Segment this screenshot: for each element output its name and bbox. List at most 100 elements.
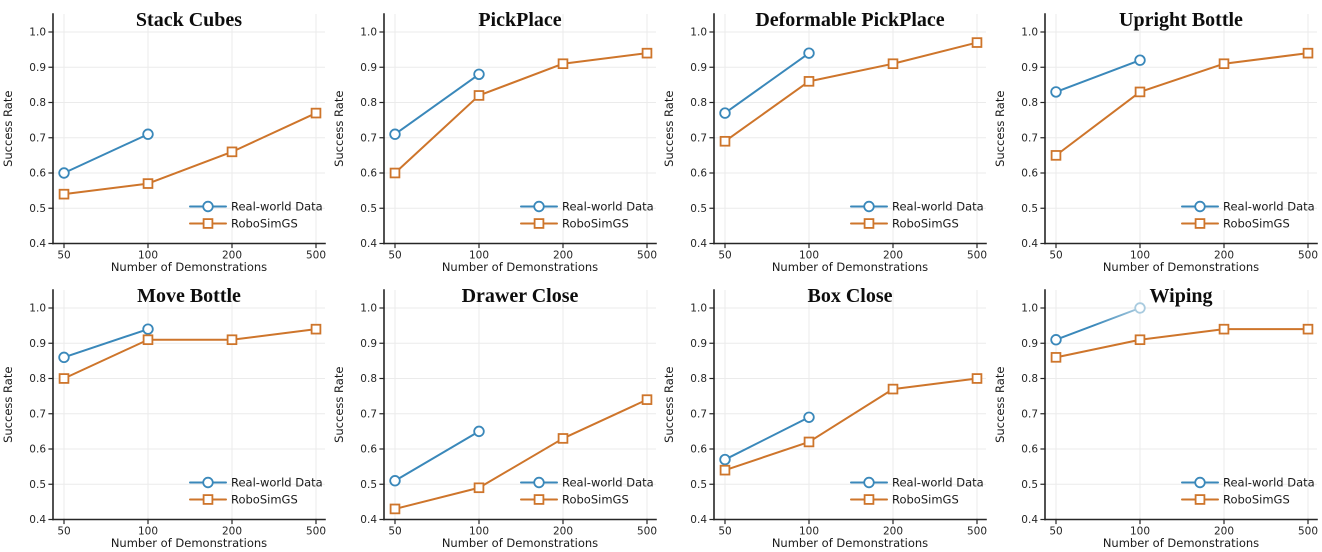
axes-spines (378, 289, 657, 525)
legend-label-real-world-data: Real-world Data (562, 200, 654, 214)
chart-move-bottle: 0.4 0.5 0.6 0.7 0.8 0.9 1.0 50 100 200 500 Success … (0, 276, 331, 552)
chart-svg-pickplace: 0.4 0.5 0.6 0.7 0.8 0.9 1.0 50 100 200 500 Success … (332, 9, 657, 274)
legend-marker-robosimgs (202, 218, 214, 229)
chart-title: Move Bottle (137, 285, 241, 307)
y-tick-label: 0.7 (360, 408, 377, 420)
x-tick-label: 100 (799, 526, 819, 538)
x-tick-label: 500 (1297, 526, 1317, 538)
y-tick-label: 0.5 (690, 479, 707, 491)
series-line-real-world-data (63, 133, 149, 174)
y-tick-label: 1.0 (360, 27, 377, 39)
x-tick-label: 100 (138, 526, 158, 538)
legend: Real-world Data RoboSimGS (850, 476, 984, 507)
data-point-marker-robosimgs (310, 323, 322, 335)
chart-svg-move-bottle: 0.4 0.5 0.6 0.7 0.8 0.9 1.0 50 100 200 500 Success … (1, 285, 326, 550)
chart-svg-wiping: 0.4 0.5 0.6 0.7 0.8 0.9 1.0 50 100 200 500 Success … (993, 285, 1318, 550)
data-point-marker-robosimgs (142, 334, 154, 346)
y-tick-label: 1.0 (690, 303, 707, 315)
series-line-real-world-data (393, 73, 480, 136)
x-tick-label: 50 (1049, 250, 1062, 262)
series-line-robosimgs (393, 52, 648, 174)
data-point-marker-real-world-data (1133, 302, 1146, 314)
axes-spines (709, 13, 987, 249)
y-tick-label: 0.5 (29, 479, 46, 491)
x-tick-label: 50 (388, 526, 401, 538)
y-tick-label: 0.6 (29, 168, 46, 180)
x-tick-label: 500 (636, 250, 656, 262)
legend-marker-robosimgs (533, 218, 544, 229)
y-tick-label: 0.8 (29, 373, 46, 385)
data-point-marker-robosimgs (557, 433, 568, 444)
data-point-marker-robosimgs (719, 464, 731, 476)
chart-title: Deformable PickPlace (755, 9, 944, 31)
data-point-marker-real-world-data (1049, 334, 1062, 346)
data-point-marker-real-world-data (719, 453, 731, 466)
legend-marker-robosimgs (1194, 218, 1205, 229)
legend-marker-real-world-data (532, 476, 545, 489)
data-point-marker-robosimgs (887, 383, 899, 395)
legend-marker-real-world-data (202, 200, 214, 213)
y-tick-label: 0.9 (360, 338, 377, 350)
y-tick-label: 0.9 (690, 62, 707, 74)
data-point-marker-real-world-data (803, 47, 815, 59)
data-point-marker-robosimgs (641, 394, 652, 405)
y-axis-label: Success Rate (1, 367, 15, 443)
axes-spines (48, 289, 326, 525)
x-tick-label: 50 (718, 250, 731, 262)
y-axis-label: Success Rate (993, 367, 1007, 443)
y-tick-label: 0.6 (1021, 444, 1038, 456)
series-line-robosimgs (393, 398, 648, 510)
y-tick-label: 0.6 (690, 444, 707, 456)
y-tick-label: 0.6 (360, 168, 377, 180)
data-point-marker-real-world-data (142, 128, 154, 140)
legend-label-robosimgs: RoboSimGS (1223, 217, 1290, 231)
legend-marker-real-world-data (1193, 476, 1206, 489)
y-tick-label: 0.9 (29, 62, 46, 74)
legend-label-robosimgs: RoboSimGS (892, 493, 959, 507)
legend-marker-robosimgs (202, 494, 214, 505)
data-point-marker-real-world-data (142, 323, 154, 335)
y-tick-label: 0.6 (29, 444, 46, 456)
y-tick-label: 0.7 (1021, 408, 1038, 420)
legend-label-robosimgs: RoboSimGS (231, 493, 298, 507)
chart-box-close: 0.4 0.5 0.6 0.7 0.8 0.9 1.0 50 100 200 500 Success … (661, 276, 992, 552)
chart-upright-bottle: 0.4 0.5 0.6 0.7 0.8 0.9 1.0 50 100 200 500 Success … (992, 0, 1322, 276)
data-point-marker-robosimgs (226, 334, 238, 346)
legend-label-robosimgs: RoboSimGS (1223, 493, 1290, 507)
y-tick-label: 1.0 (1021, 27, 1038, 39)
x-axis-label: Number of Demonstrations (441, 260, 597, 274)
chart-svg-deformable-pickplace: 0.4 0.5 0.6 0.7 0.8 0.9 1.0 50 100 200 500 Success … (662, 9, 987, 274)
x-tick-label: 500 (967, 250, 987, 262)
chart-svg-stack-cubes: 0.4 0.5 0.6 0.7 0.8 0.9 1.0 50 100 200 500 Success … (1, 9, 326, 274)
chart-svg-upright-bottle: 0.4 0.5 0.6 0.7 0.8 0.9 1.0 50 100 200 500 Success … (993, 9, 1318, 274)
x-tick-label: 100 (1129, 526, 1149, 538)
y-tick-label: 0.8 (360, 97, 377, 109)
data-point-marker-robosimgs (803, 76, 815, 87)
data-point-marker-robosimgs (971, 37, 983, 48)
y-tick-label: 0.6 (1021, 168, 1038, 180)
legend-marker-real-world-data (1193, 200, 1206, 213)
y-tick-label: 0.4 (29, 514, 46, 526)
y-tick-label: 0.8 (360, 373, 377, 385)
y-axis-label: Success Rate (662, 91, 676, 167)
y-axis-label: Success Rate (332, 91, 346, 167)
chart-title: PickPlace (478, 9, 561, 31)
y-tick-label: 0.4 (690, 238, 707, 250)
data-point-marker-robosimgs (557, 58, 568, 70)
chart-stack-cubes: 0.4 0.5 0.6 0.7 0.8 0.9 1.0 50 100 200 500 Success … (0, 0, 331, 276)
chart-drawer-close: 0.4 0.5 0.6 0.7 0.8 0.9 1.0 50 100 200 500 Success … (331, 276, 662, 552)
y-tick-label: 1.0 (29, 27, 46, 39)
chart-title: Box Close (808, 285, 893, 307)
x-tick-label: 500 (636, 526, 656, 538)
data-point-marker-real-world-data (472, 68, 485, 81)
chart-title: Upright Bottle (1119, 9, 1243, 31)
x-axis-label: Number of Demonstrations (1102, 260, 1258, 274)
data-point-marker-real-world-data (719, 107, 731, 119)
y-tick-label: 0.8 (1021, 97, 1038, 109)
legend-marker-real-world-data (863, 200, 875, 213)
chart-svg-box-close: 0.4 0.5 0.6 0.7 0.8 0.9 1.0 50 100 200 500 Success … (662, 285, 987, 550)
data-point-marker-real-world-data (388, 128, 401, 140)
x-tick-label: 200 (883, 526, 903, 538)
x-tick-label: 50 (388, 250, 401, 262)
chart-deformable-pickplace: 0.4 0.5 0.6 0.7 0.8 0.9 1.0 50 100 200 500 Success … (661, 0, 992, 276)
